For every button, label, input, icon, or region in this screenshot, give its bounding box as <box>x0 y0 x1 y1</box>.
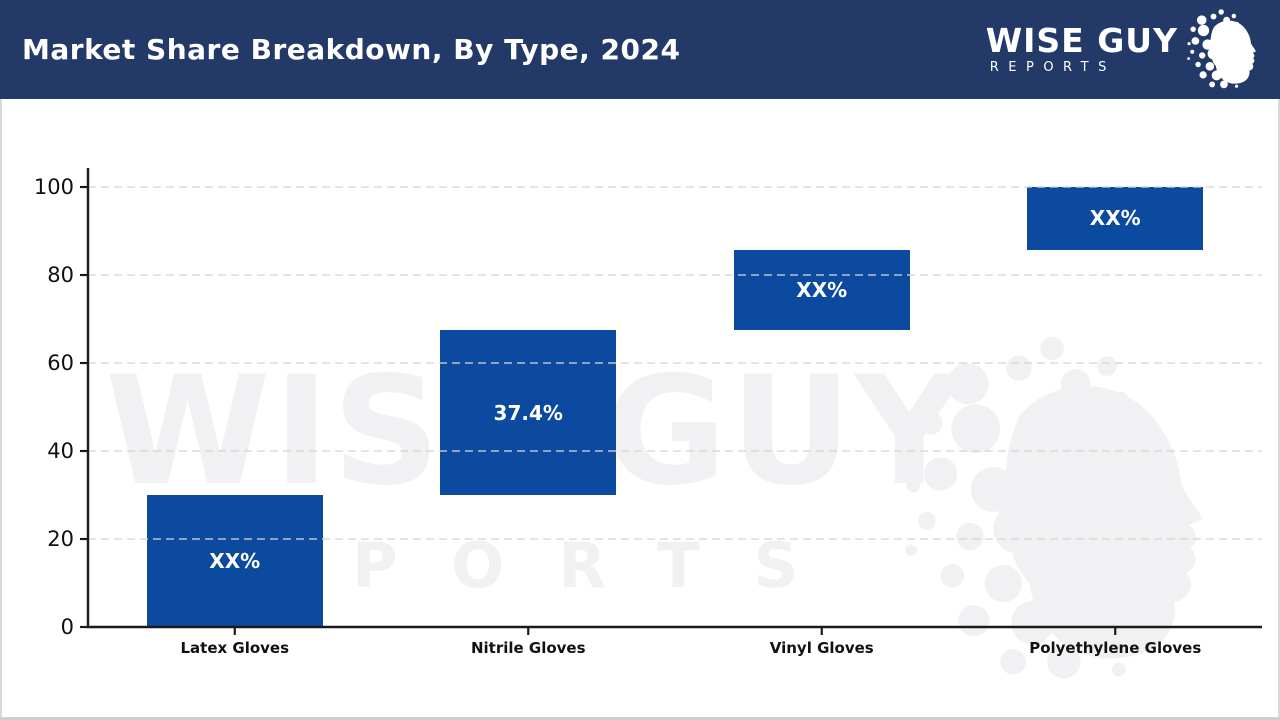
y-axis-tick-label: 100 <box>33 175 74 199</box>
y-axis-tick-label: 0 <box>60 615 74 639</box>
logo-tagline: REPORTS <box>989 60 1116 75</box>
x-axis-category-label: Latex Gloves <box>180 639 290 657</box>
bar-vinyl-gloves: XX% <box>733 249 910 331</box>
x-axis-category-label: Vinyl Gloves <box>769 639 874 657</box>
logo-head-icon <box>1187 8 1257 88</box>
bar-latex-gloves: XX% <box>146 495 323 627</box>
bar-value-label: XX% <box>1089 206 1141 231</box>
brand-logo: WISE GUY REPORTS <box>986 0 1266 99</box>
bar-nitrile-gloves: 37.4% <box>440 330 617 495</box>
header: Market Share Breakdown, By Type, 2024 WI… <box>0 0 1280 99</box>
y-axis-tick-label: 60 <box>47 351 74 375</box>
bar-value-label: XX% <box>209 549 261 573</box>
y-axis-tick-label: 40 <box>47 439 74 463</box>
x-axis-category-label: Nitrile Gloves <box>470 639 586 657</box>
x-axis-category-label: Polyethylene Gloves <box>1029 639 1202 657</box>
chart-title: Market Share Breakdown, By Type, 2024 <box>22 33 681 66</box>
bar-value-label: XX% <box>796 278 848 303</box>
y-axis-tick-label: 20 <box>47 527 74 551</box>
bar-value-label: 37.4% <box>493 400 563 425</box>
bar-polyethylene-gloves: XX% <box>1027 187 1204 250</box>
y-axis-tick-label: 80 <box>47 263 74 287</box>
logo-name: WISE GUY <box>985 21 1178 60</box>
